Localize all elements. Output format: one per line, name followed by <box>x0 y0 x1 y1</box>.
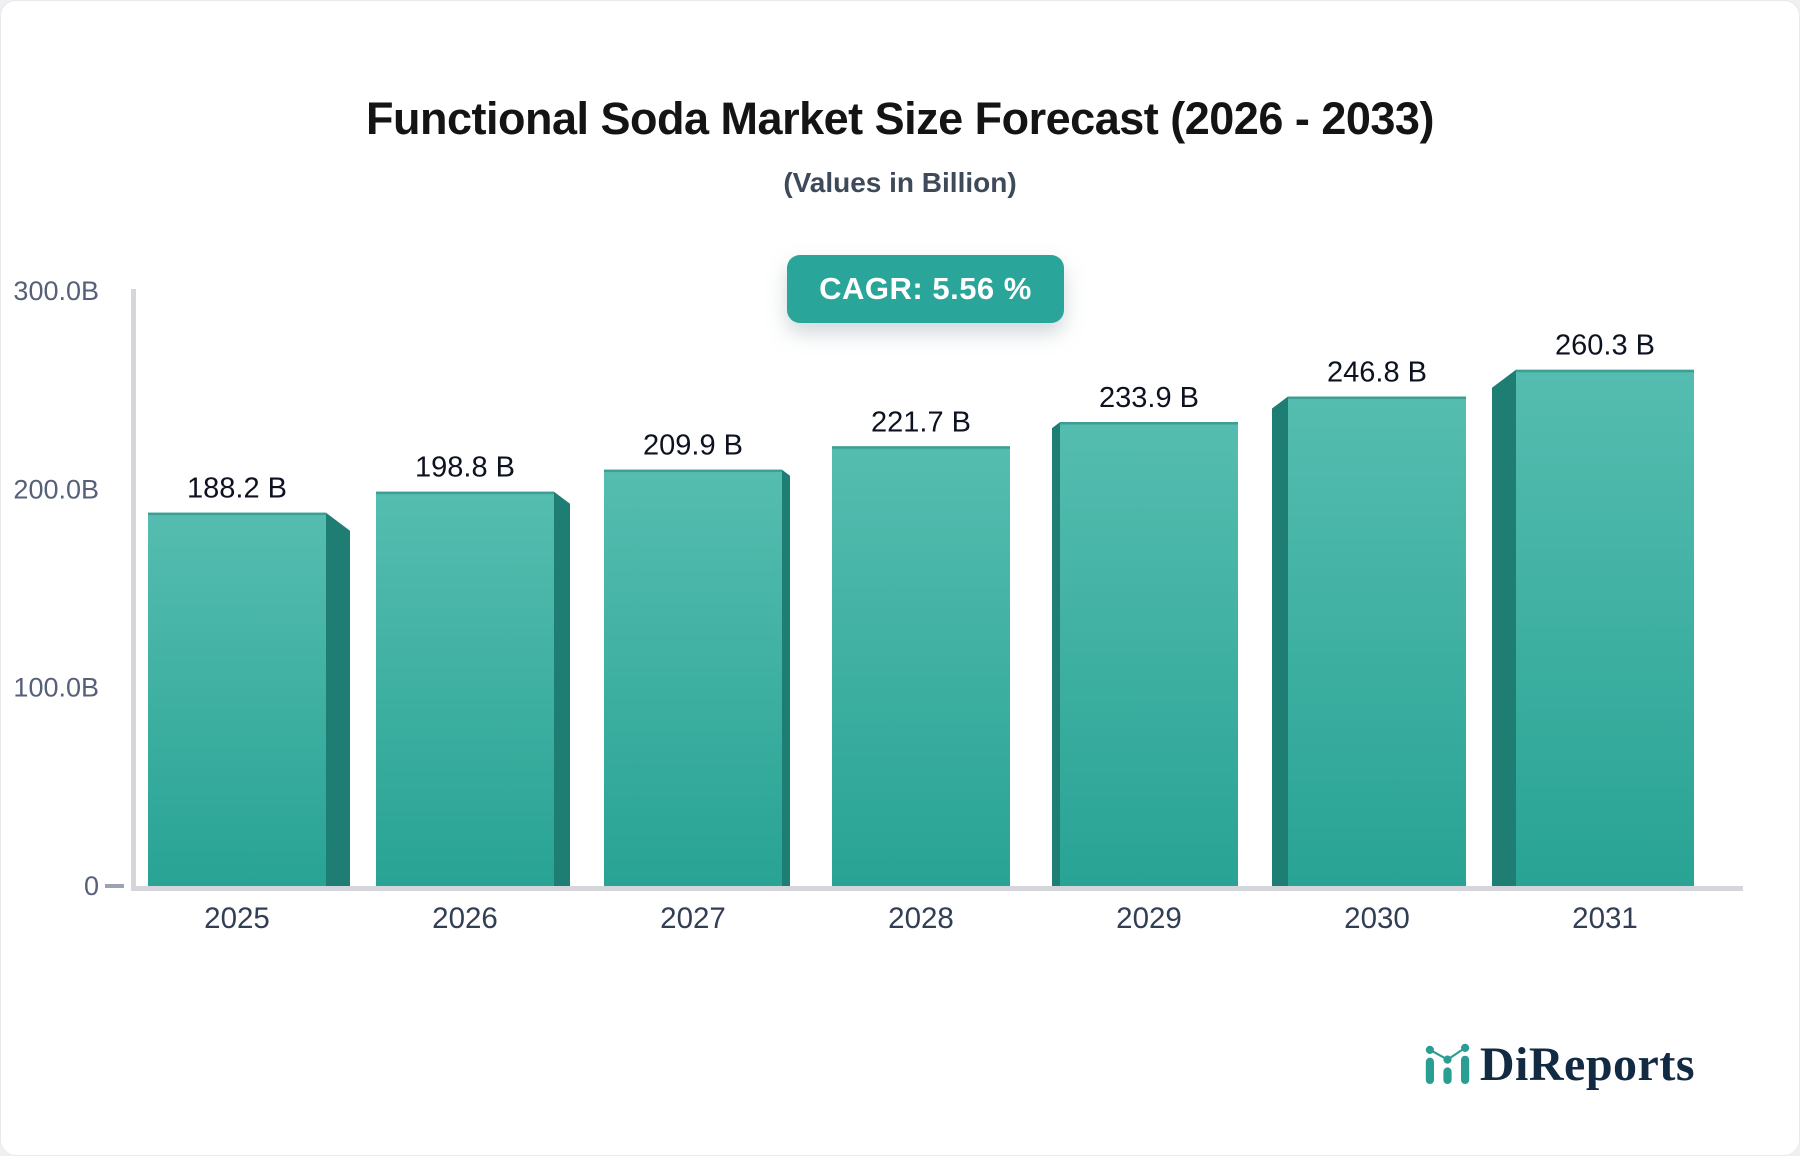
cagr-badge-label: CAGR: 5.56 % <box>819 271 1032 306</box>
direports-logo: DiReports <box>1424 1037 1695 1092</box>
bar-2031: 260.3 B <box>1492 330 1694 886</box>
bar-value-label: 246.8 B <box>1327 357 1427 389</box>
x-axis-line <box>131 886 1743 891</box>
bar-side-panel <box>782 469 790 886</box>
bar-value-label: 188.2 B <box>187 473 287 505</box>
bar-value-label: 260.3 B <box>1555 330 1655 362</box>
y-tick-label: 100.0B <box>13 673 99 703</box>
bar-2028: 221.7 B <box>832 406 1010 886</box>
direports-logo-text: DiReports <box>1479 1038 1695 1091</box>
x-tick-label: 2028 <box>888 902 954 935</box>
bar-face <box>376 491 554 886</box>
bar-side-panel <box>554 491 570 886</box>
cagr-badge: CAGR: 5.56 % <box>787 255 1064 323</box>
y-axis-line <box>131 289 136 891</box>
bar-side-panel <box>1052 422 1060 886</box>
bar-face <box>1288 396 1466 886</box>
bar-value-label: 198.8 B <box>415 452 515 484</box>
x-tick-label: 2031 <box>1572 902 1638 935</box>
bar-value-label: 221.7 B <box>871 406 971 438</box>
x-tick-label: 2027 <box>660 902 726 935</box>
y-tick-label: 0 <box>84 871 99 901</box>
bar-2025: 188.2 B <box>148 473 350 886</box>
bar-side-panel <box>326 512 350 886</box>
x-tick-label: 2025 <box>204 902 270 935</box>
bar-face <box>1060 422 1238 886</box>
x-tick-label: 2030 <box>1344 902 1410 935</box>
bar-face <box>604 469 782 886</box>
bar-side-panel <box>1272 396 1288 886</box>
x-tick-label: 2026 <box>432 902 498 935</box>
bar-value-label: 233.9 B <box>1099 382 1199 414</box>
direports-logo-icon <box>1425 1043 1470 1085</box>
bar-value-label: 209.9 B <box>643 430 743 462</box>
bar-face <box>832 446 1010 886</box>
bar-2026: 198.8 B <box>376 452 570 886</box>
bar-face <box>1516 369 1694 886</box>
zero-tick-mark <box>105 884 124 888</box>
chart-title: Functional Soda Market Size Forecast (20… <box>366 93 1434 144</box>
x-tick-label: 2029 <box>1116 902 1182 935</box>
bar-2029: 233.9 B <box>1052 382 1238 886</box>
bar-2027: 209.9 B <box>604 430 790 886</box>
bar-side-panel <box>1492 369 1516 886</box>
chart-subtitle: (Values in Billion) <box>783 167 1017 198</box>
bar-face <box>148 512 326 886</box>
y-tick-label: 300.0B <box>13 276 99 306</box>
bar-2030: 246.8 B <box>1272 357 1466 886</box>
y-tick-label: 200.0B <box>13 474 99 504</box>
